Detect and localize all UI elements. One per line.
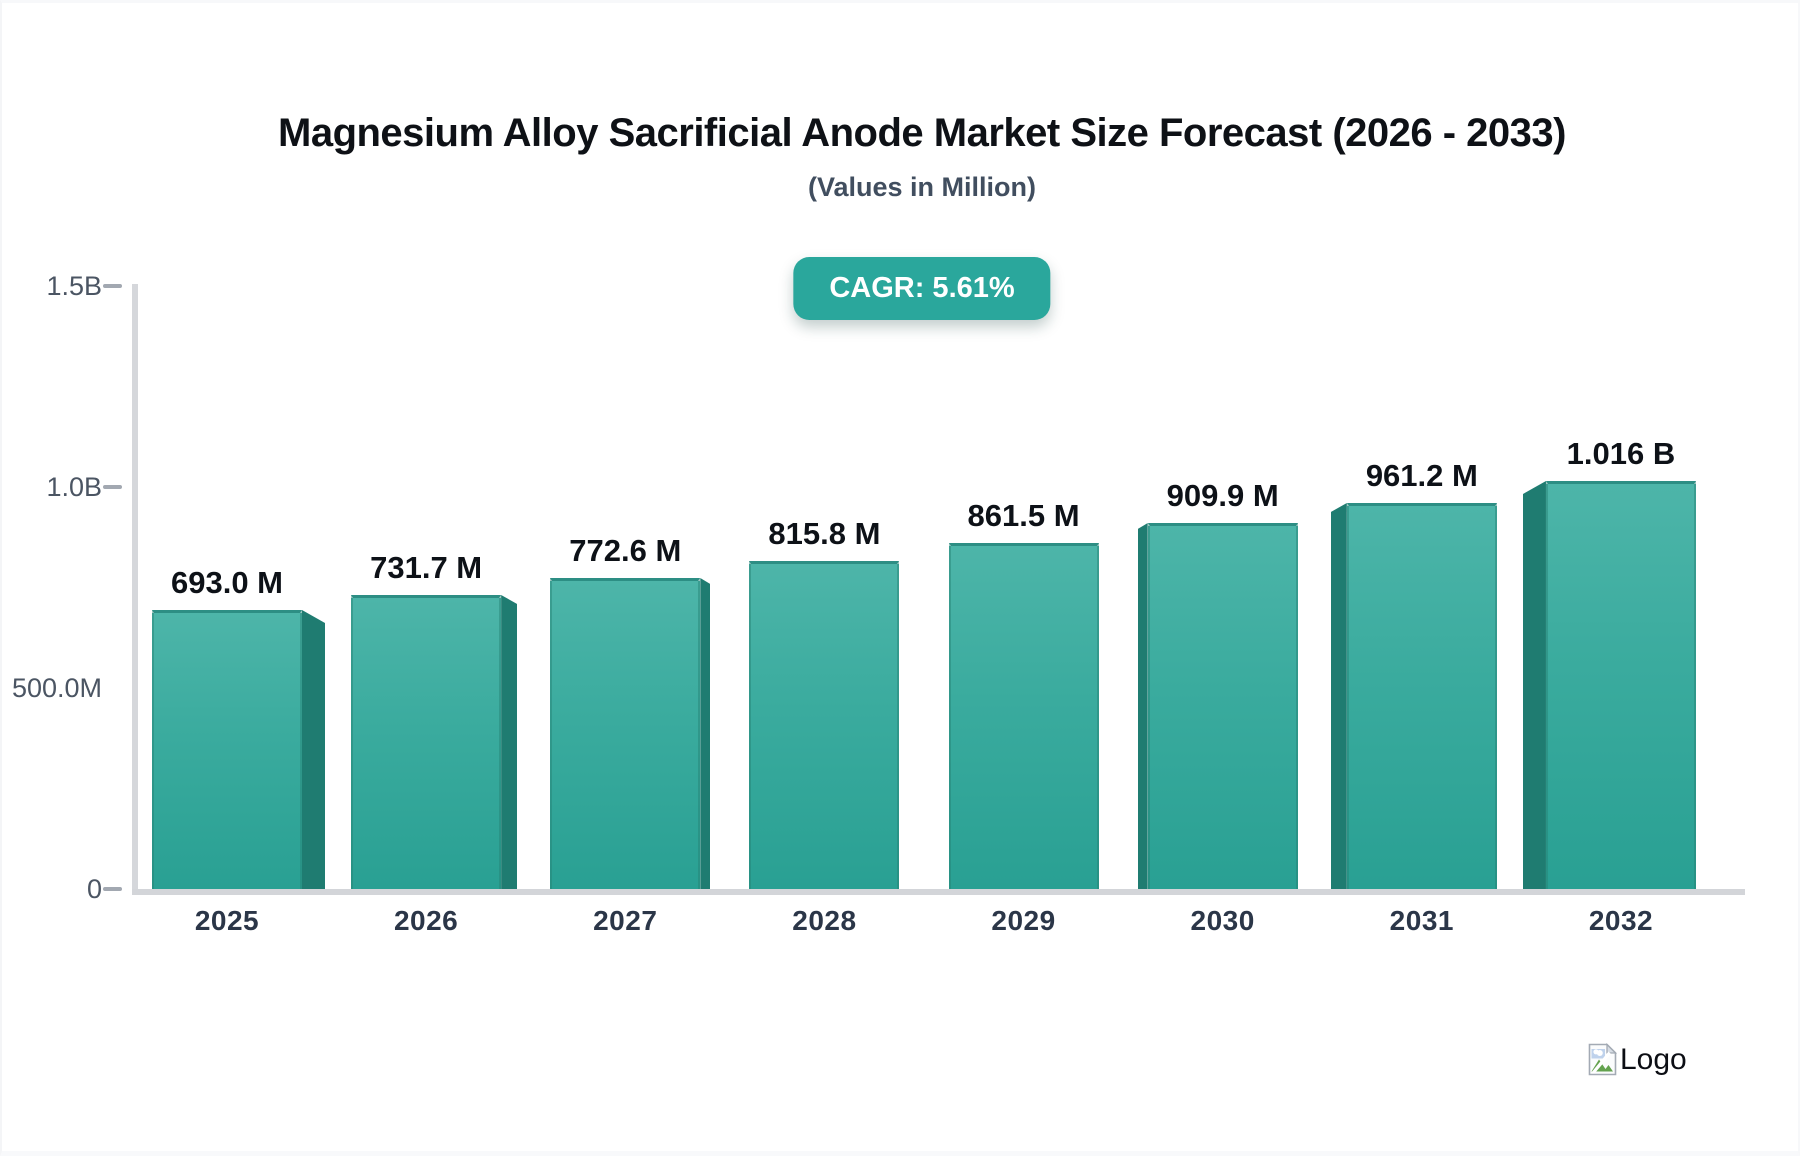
x-axis-label-2030: 2030 — [1190, 905, 1255, 936]
bar-2025 — [152, 610, 302, 889]
bar-value-label-2031: 961.2 M — [1365, 458, 1478, 493]
bar-side-face-2030 — [1137, 523, 1148, 889]
y-tick-label: 0 — [86, 874, 102, 904]
y-tick-mark — [103, 887, 122, 891]
x-axis-label-2028: 2028 — [792, 905, 857, 936]
bar-chart-plot: 1.5B 1.0B 500.0M 0 693.0 M 731.7 M 772.6 M 815… — [2, 3, 1798, 1151]
y-tick-label: 1.0B — [46, 472, 102, 502]
y-tick-mark — [103, 284, 122, 288]
bar-2031 — [1346, 503, 1497, 889]
bar-value-label-2025: 693.0 M — [170, 565, 283, 600]
x-axis-label-2025: 2025 — [194, 905, 260, 936]
bar-2029 — [948, 543, 1099, 889]
bar-value-label-2027: 772.6 M — [569, 533, 682, 568]
x-axis-line — [132, 889, 1745, 895]
bar-2032 — [1545, 481, 1696, 889]
y-axis-line — [132, 284, 138, 895]
bar-value-label-2032: 1.016 B — [1566, 436, 1676, 471]
y-tick-mark — [103, 485, 122, 489]
bar-2027 — [550, 578, 701, 889]
chart-subtitle: (Values in Million) — [807, 172, 1037, 202]
x-axis-label-2029: 2029 — [991, 905, 1056, 936]
bar-side-face-2032 — [1522, 481, 1546, 889]
y-tick-label: 1.5B — [46, 271, 102, 301]
bar-value-label-2026: 731.7 M — [370, 550, 483, 585]
bar-2026 — [351, 595, 502, 889]
bar-value-label-2030: 909.9 M — [1166, 478, 1279, 513]
x-axis-label-2027: 2027 — [593, 905, 658, 936]
bar-value-label-2029: 861.5 M — [967, 498, 1080, 533]
x-axis-label-2026: 2026 — [393, 905, 459, 936]
cagr-badge: CAGR: 5.61% — [793, 257, 1051, 320]
bar-side-face-2027 — [700, 578, 711, 889]
y-tick-label: 500.0M — [11, 673, 102, 703]
x-axis-label-2031: 2031 — [1389, 905, 1454, 936]
bar-2028 — [749, 561, 900, 889]
bar-side-face-2031 — [1330, 503, 1347, 889]
logo-alt-text: Logo — [1620, 1043, 1687, 1076]
broken-image-icon — [1587, 1042, 1618, 1076]
bar-value-label-2028: 815.8 M — [768, 516, 881, 551]
bar-2030 — [1147, 523, 1298, 889]
page-title: Magnesium Alloy Sacrificial Anode Market… — [278, 111, 1566, 155]
footer-logo: Logo — [1587, 1042, 1687, 1076]
x-axis-label-2032: 2032 — [1588, 905, 1654, 936]
bar-side-face-2025 — [302, 610, 325, 889]
bar-side-face-2026 — [501, 595, 518, 889]
